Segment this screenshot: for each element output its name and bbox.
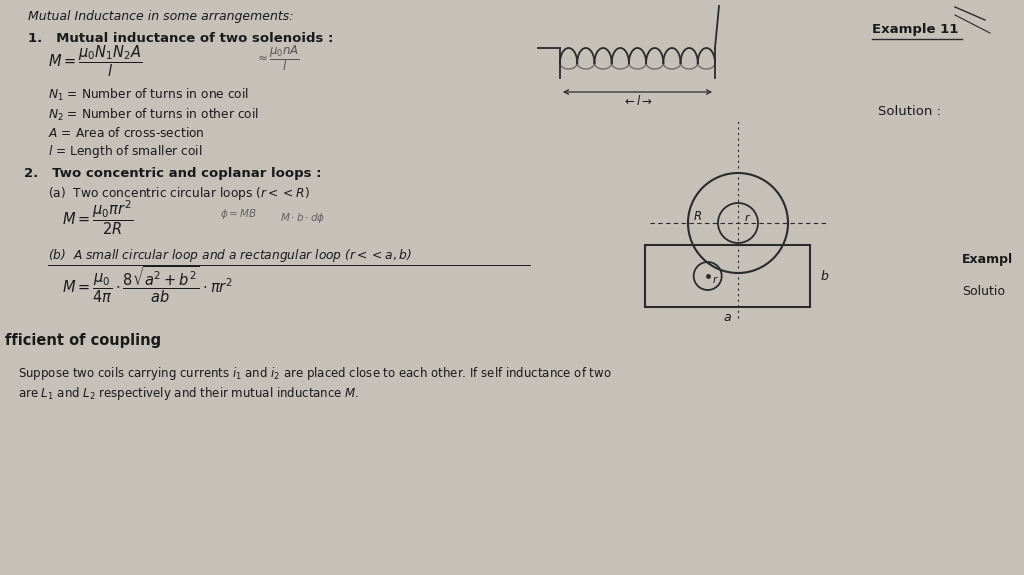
- Text: 2.   Two concentric and coplanar loops :: 2. Two concentric and coplanar loops :: [24, 167, 322, 180]
- Text: are $L_1$ and $L_2$ respectively and their mutual inductance $M$.: are $L_1$ and $L_2$ respectively and the…: [18, 385, 359, 402]
- Text: $N_2$ = Number of turns in other coil: $N_2$ = Number of turns in other coil: [48, 107, 259, 123]
- Text: $M = \dfrac{\mu_0 \pi r^2}{2R}$: $M = \dfrac{\mu_0 \pi r^2}{2R}$: [62, 198, 133, 237]
- Text: Example 11: Example 11: [872, 23, 958, 36]
- Text: $\leftarrow l \rightarrow$: $\leftarrow l \rightarrow$: [622, 94, 653, 108]
- Text: $M = \dfrac{\mu_0}{4\pi} \cdot \dfrac{8\sqrt{a^2+b^2}}{ab} \cdot \pi r^2$: $M = \dfrac{\mu_0}{4\pi} \cdot \dfrac{8\…: [62, 264, 233, 305]
- Text: 1.   Mutual inductance of two solenoids :: 1. Mutual inductance of two solenoids :: [28, 32, 334, 45]
- Text: $b$: $b$: [820, 269, 829, 283]
- Text: $R$: $R$: [693, 210, 702, 223]
- Text: $a$: $a$: [723, 311, 732, 324]
- Text: (b)  A small circular loop and a rectangular loop ($r << a, b$): (b) A small circular loop and a rectangu…: [48, 247, 412, 264]
- Text: $l$ = Length of smaller coil: $l$ = Length of smaller coil: [48, 143, 203, 160]
- Text: $A$ = Area of cross-section: $A$ = Area of cross-section: [48, 126, 205, 140]
- Text: $\phi = MB$: $\phi = MB$: [220, 207, 257, 221]
- Text: Exampl: Exampl: [962, 253, 1013, 266]
- Bar: [645, 245, 810, 307]
- Text: (a)  Two concentric circular loops ($r << R$): (a) Two concentric circular loops ($r <<…: [48, 185, 309, 202]
- Text: $\approx \dfrac{\mu_0 n A}{l}$: $\approx \dfrac{\mu_0 n A}{l}$: [255, 44, 300, 73]
- Text: Solution :: Solution :: [878, 105, 941, 118]
- Text: Suppose two coils carrying currents $i_1$ and $i_2$ are placed close to each oth: Suppose two coils carrying currents $i_1…: [18, 365, 611, 382]
- Text: $r$: $r$: [744, 212, 752, 223]
- Text: Mutual Inductance in some arrangements:: Mutual Inductance in some arrangements:: [28, 10, 294, 23]
- Text: $M = \dfrac{\mu_0 N_1 N_2 A}{l}$: $M = \dfrac{\mu_0 N_1 N_2 A}{l}$: [48, 43, 142, 79]
- Text: Solutio: Solutio: [962, 285, 1005, 298]
- Text: fficient of coupling: fficient of coupling: [5, 333, 161, 348]
- Text: $N_1$ = Number of turns in one coil: $N_1$ = Number of turns in one coil: [48, 87, 249, 103]
- Text: $M \cdot b \cdot d\phi$: $M \cdot b \cdot d\phi$: [280, 211, 326, 225]
- Text: $r$: $r$: [712, 274, 719, 285]
